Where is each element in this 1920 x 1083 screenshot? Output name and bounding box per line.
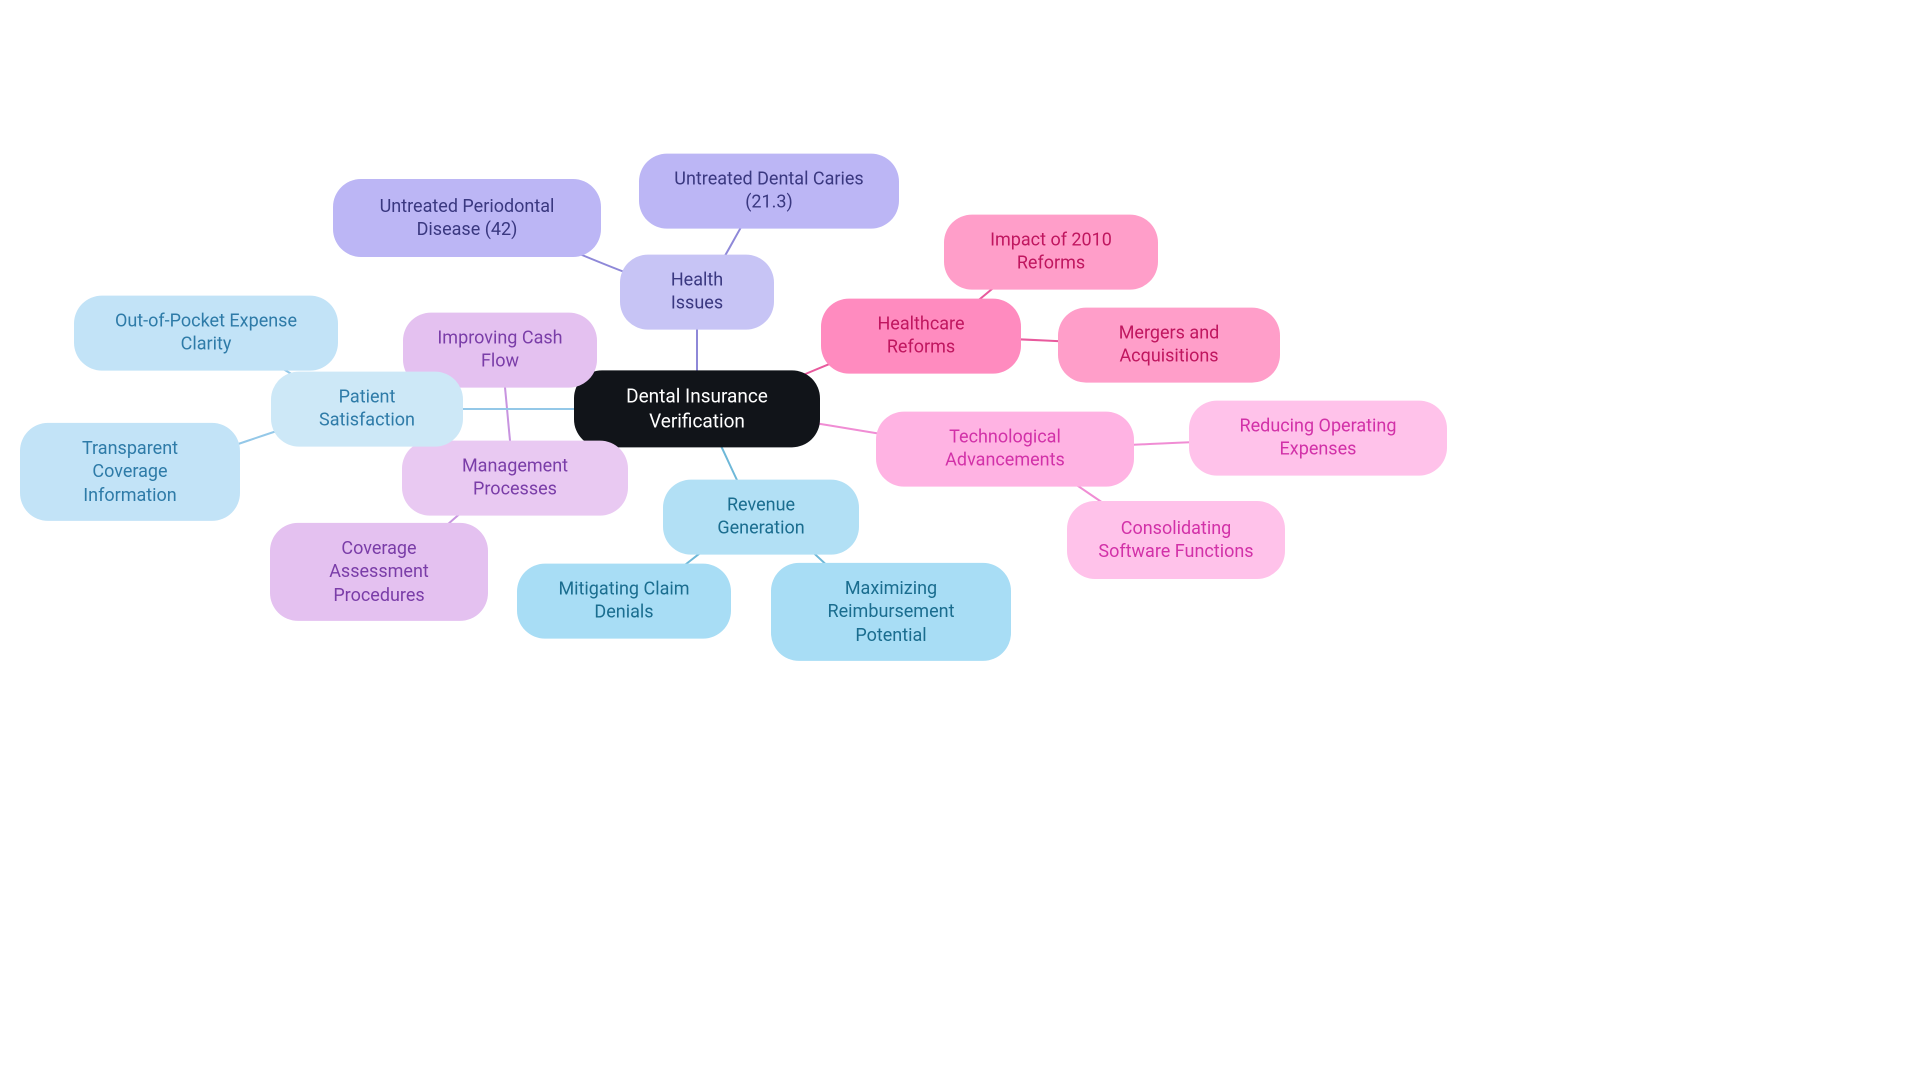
node-label: Management Processes: [426, 455, 604, 502]
node-label: Mitigating Claim Denials: [541, 578, 707, 625]
node: Impact of 2010 Reforms: [944, 215, 1158, 290]
node: Untreated Dental Caries (21.3): [639, 154, 899, 229]
node: Healthcare Reforms: [821, 299, 1021, 374]
node: Management Processes: [402, 441, 628, 516]
node-label: Out-of-Pocket Expense Clarity: [98, 310, 314, 357]
node-label: Maximizing Reimbursement Potential: [795, 577, 987, 647]
node-label: Consolidating Software Functions: [1091, 517, 1261, 564]
node: Mitigating Claim Denials: [517, 564, 731, 639]
node: Out-of-Pocket Expense Clarity: [74, 296, 338, 371]
node-label: Health Issues: [644, 269, 750, 316]
node-label: Dental Insurance Verification: [598, 384, 796, 433]
node-label: Reducing Operating Expenses: [1213, 415, 1423, 462]
node-label: Transparent Coverage Information: [44, 437, 216, 507]
node: Revenue Generation: [663, 480, 859, 555]
node-label: Revenue Generation: [687, 494, 835, 541]
node: Coverage Assessment Procedures: [270, 523, 488, 621]
node-label: Technological Advancements: [900, 426, 1110, 473]
node: Health Issues: [620, 255, 774, 330]
node: Transparent Coverage Information: [20, 423, 240, 521]
node: Dental Insurance Verification: [574, 370, 820, 447]
node-label: Impact of 2010 Reforms: [968, 229, 1134, 276]
node: Maximizing Reimbursement Potential: [771, 563, 1011, 661]
node-label: Untreated Periodontal Disease (42): [357, 195, 577, 242]
node: Untreated Periodontal Disease (42): [333, 179, 601, 257]
node-label: Untreated Dental Caries (21.3): [663, 168, 875, 215]
node: Technological Advancements: [876, 412, 1134, 487]
node: Reducing Operating Expenses: [1189, 401, 1447, 476]
node-label: Healthcare Reforms: [845, 313, 997, 360]
node: Patient Satisfaction: [271, 372, 463, 447]
node: Mergers and Acquisitions: [1058, 308, 1280, 383]
node-label: Mergers and Acquisitions: [1082, 322, 1256, 369]
node-label: Improving Cash Flow: [427, 327, 573, 374]
node-label: Patient Satisfaction: [295, 386, 439, 433]
node: Consolidating Software Functions: [1067, 501, 1285, 579]
node-label: Coverage Assessment Procedures: [294, 537, 464, 607]
